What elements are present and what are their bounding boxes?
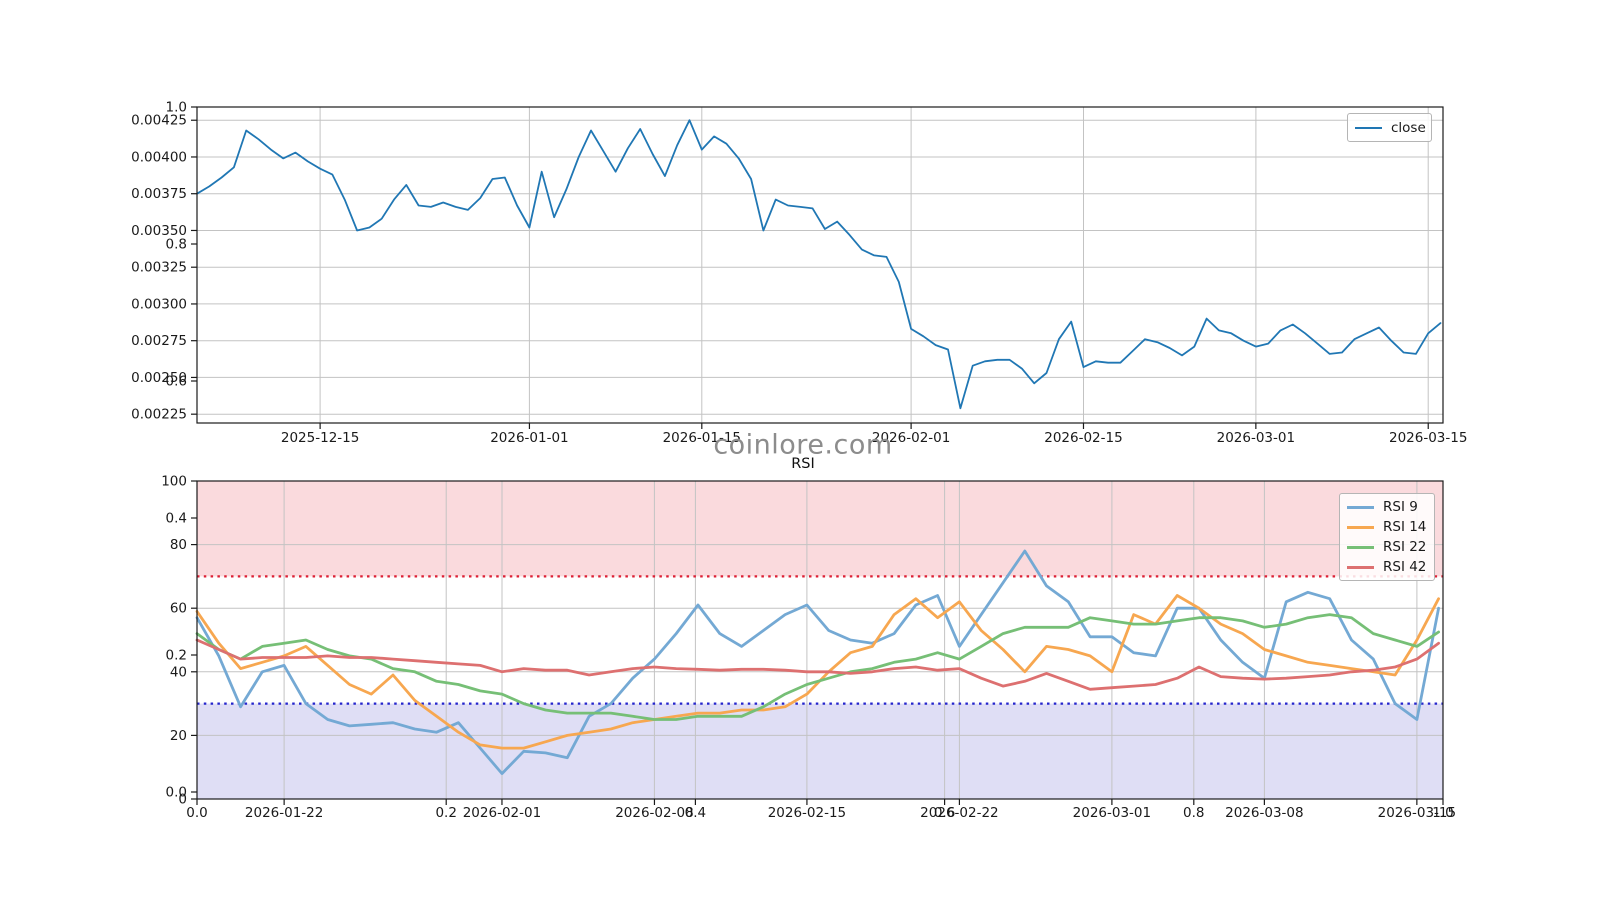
x-tick-label: 2025-12-15: [281, 430, 359, 446]
x-tick-label: 2026-02-15: [768, 805, 846, 821]
overlay-y-tick-label: 0.0: [166, 785, 187, 801]
x-tick-label: 2026-01-15: [663, 430, 741, 446]
x-tick-label: 2026-03-01: [1217, 430, 1295, 446]
x-tick-label: 2026-01-01: [490, 430, 568, 446]
legend-label: close: [1391, 119, 1426, 136]
x-tick-label: 2026-03-08: [1225, 805, 1303, 821]
y-tick-label: 0.00250: [131, 370, 187, 386]
axes-frame: [196, 106, 1444, 424]
y-tick-label: 80: [170, 537, 187, 553]
y-tick-label: 0.00225: [131, 407, 187, 423]
y-tick-label: 0.00425: [131, 113, 187, 129]
axes-frame: [196, 480, 1444, 800]
legend-line-sample: [1347, 565, 1374, 569]
y-tick-label: 0.00350: [131, 223, 187, 239]
legend-item-rsi-42: RSI 42: [1347, 559, 1427, 575]
x-tick-label: 2026-01-22: [245, 805, 323, 821]
y-tick-label: 20: [170, 728, 187, 744]
overlay-y-axis: 1.0 0.8 0.6 0.4 0.2 0.0: [166, 100, 197, 801]
y-tick-label: 0.00275: [131, 333, 187, 349]
legend-label: RSI 22: [1383, 539, 1427, 555]
x-tick-label: 2026-02-08: [615, 805, 693, 821]
overlay-y-tick-label: 0.8: [166, 237, 187, 253]
x-tick-label: 2026-02-22: [920, 805, 998, 821]
overbought-band: [197, 481, 1443, 577]
series-rsi-42: [195, 638, 1440, 691]
overlay-y-tick-label: 0.2: [166, 648, 187, 664]
rsi-legend: RSI 9 RSI 14 RSI 22 RSI 42: [1339, 493, 1435, 581]
rsi-chart: 0 20 40 60 80 100 2026-01-22 2026-02-01 2026-02-…: [161, 474, 1456, 822]
watermark: coinlore.com: [713, 429, 893, 461]
legend-item-close: close: [1355, 119, 1426, 136]
legend-label: RSI 42: [1383, 559, 1427, 575]
x-tick-label: 2026-02-01: [463, 805, 541, 821]
y-tick-label: 0.00400: [131, 149, 187, 165]
overlay-y-tick-label: 1.0: [166, 100, 187, 116]
legend-label: RSI 14: [1383, 519, 1427, 535]
y-tick-label: 0: [178, 792, 187, 808]
series-rsi-9: [195, 549, 1440, 775]
x-tick-label: 2026-03-15: [1378, 805, 1456, 821]
overlay-x-tick-label: 0.8: [1183, 805, 1204, 821]
overlay-x-tick-label: 0.4: [685, 805, 706, 821]
legend-line-sample: [1355, 126, 1382, 129]
y-tick-label: 0.00300: [131, 296, 187, 312]
y-tick-label: 40: [170, 664, 187, 680]
x-tick-label: 2026-03-15: [1389, 430, 1467, 446]
oversold-band: [197, 703, 1443, 799]
series-close: [196, 119, 1442, 410]
y-tick-label: 100: [161, 474, 187, 490]
overlay-y-tick-label: 0.6: [166, 374, 187, 390]
legend-item-rsi-14: RSI 14: [1347, 519, 1427, 535]
x-tick-label: 2026-02-01: [872, 430, 950, 446]
y-tick-label: 0.00325: [131, 260, 187, 276]
x-tick-label: 2026-03-01: [1073, 805, 1151, 821]
legend-item-rsi-22: RSI 22: [1347, 539, 1427, 555]
y-tick-label: 0.00375: [131, 186, 187, 202]
legend-line-sample: [1347, 505, 1374, 509]
overlay-x-tick-label: 1.0: [1432, 805, 1453, 821]
legend-item-rsi-9: RSI 9: [1347, 499, 1427, 515]
series-rsi-22: [195, 613, 1440, 721]
x-tick-label: 2026-02-15: [1044, 430, 1122, 446]
legend-line-sample: [1347, 525, 1374, 529]
overlay-y-tick-label: 0.4: [166, 511, 187, 527]
y-tick-label: 60: [170, 601, 187, 617]
overlay-x-tick-label: 0.0: [186, 805, 207, 821]
price-legend: close: [1347, 113, 1432, 142]
legend-label: RSI 9: [1383, 499, 1418, 515]
series-rsi-14: [195, 594, 1440, 750]
legend-line-sample: [1347, 545, 1374, 549]
overlay-x-tick-label: 0.2: [435, 805, 456, 821]
price-chart: 0.00225 0.00250 0.00275 0.00300 0.00325 0.003…: [131, 106, 1467, 446]
overlay-x-tick-label: 0.6: [934, 805, 955, 821]
rsi-chart-title: RSI: [791, 456, 815, 472]
